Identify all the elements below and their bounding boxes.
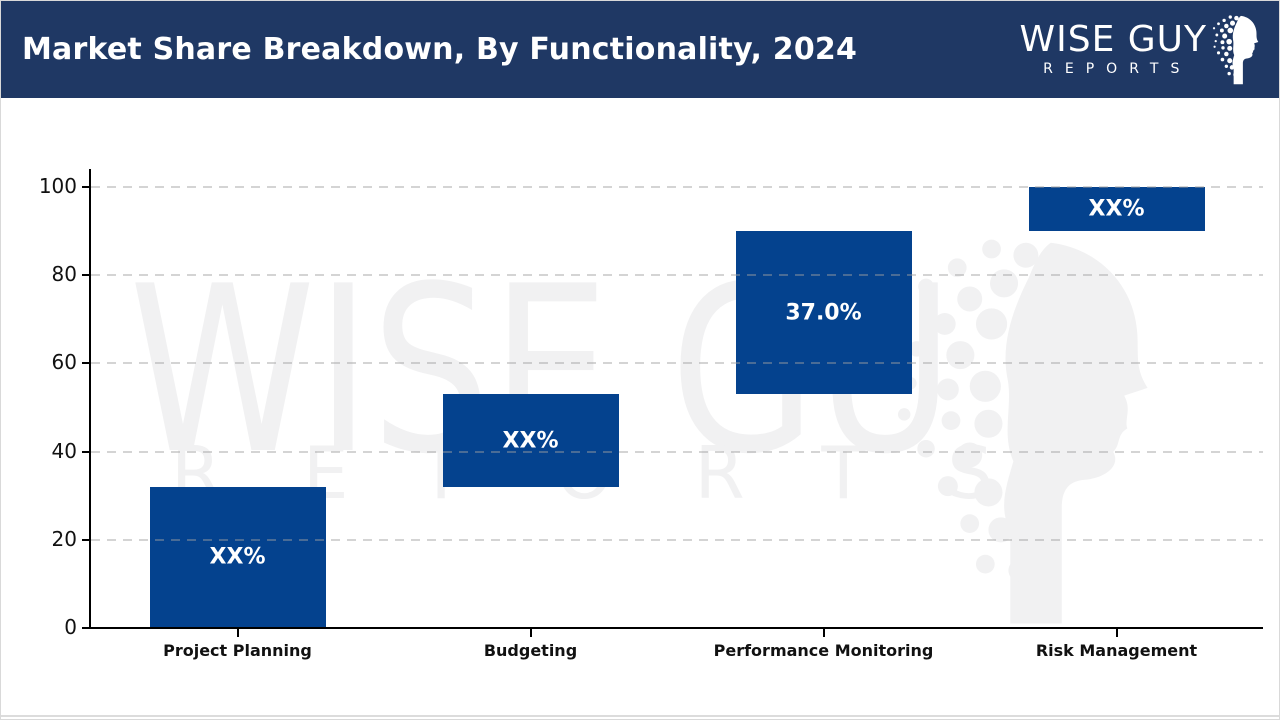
bar-2 [442, 394, 619, 487]
bottom-divider [1, 715, 1279, 717]
y-tick [82, 186, 90, 188]
y-tick-label: 0 [64, 615, 77, 639]
bar-value-label: XX% [209, 544, 266, 570]
brand-logo: WISE GUY REPORTS [1020, 1, 1266, 98]
bar-3 [735, 231, 912, 395]
x-tick [1115, 629, 1118, 637]
gridline-80 [91, 274, 1263, 277]
gridline-40 [91, 450, 1263, 453]
x-tick [236, 629, 239, 637]
y-tick-label: 100 [38, 174, 77, 198]
x-category-label: Project Planning [163, 641, 312, 660]
x-tick [529, 629, 532, 637]
x-category-label: Performance Monitoring [713, 641, 934, 660]
gridline-20 [91, 538, 1263, 541]
watermark-head-profile-icon [894, 239, 1148, 624]
y-tick [82, 538, 90, 541]
y-tick-label: 40 [51, 438, 77, 463]
page-title: Market Share Breakdown, By Functionality… [22, 32, 858, 67]
gridline-100 [91, 186, 1263, 188]
x-category-label: Budgeting [483, 641, 578, 660]
x-axis-line [89, 627, 1263, 629]
bar-value-label: XX% [1088, 196, 1145, 222]
head-profile-icon [1212, 15, 1259, 85]
y-tick [82, 274, 90, 277]
gridline-60 [91, 362, 1263, 365]
bar-4 [1028, 187, 1205, 232]
y-axis-line [89, 169, 91, 629]
y-tick-label: 80 [51, 262, 77, 287]
brand-name: WISE GUY [1019, 19, 1207, 60]
y-tick [82, 627, 90, 629]
bar-value-label: 37.0% [785, 300, 862, 326]
x-tick [822, 629, 825, 637]
x-category-label: Risk Management [1035, 641, 1198, 660]
bar-1 [149, 486, 326, 628]
brand-text: WISE GUY REPORTS [1019, 19, 1208, 78]
y-tick-label: 20 [51, 526, 77, 551]
bar-value-label: XX% [502, 428, 559, 454]
brand-subtitle: REPORTS [1043, 61, 1192, 77]
y-tick [82, 450, 90, 453]
y-tick-label: 60 [51, 350, 77, 375]
header-bar: Market Share Breakdown, By Functionality… [1, 1, 1279, 98]
y-tick [82, 362, 90, 365]
